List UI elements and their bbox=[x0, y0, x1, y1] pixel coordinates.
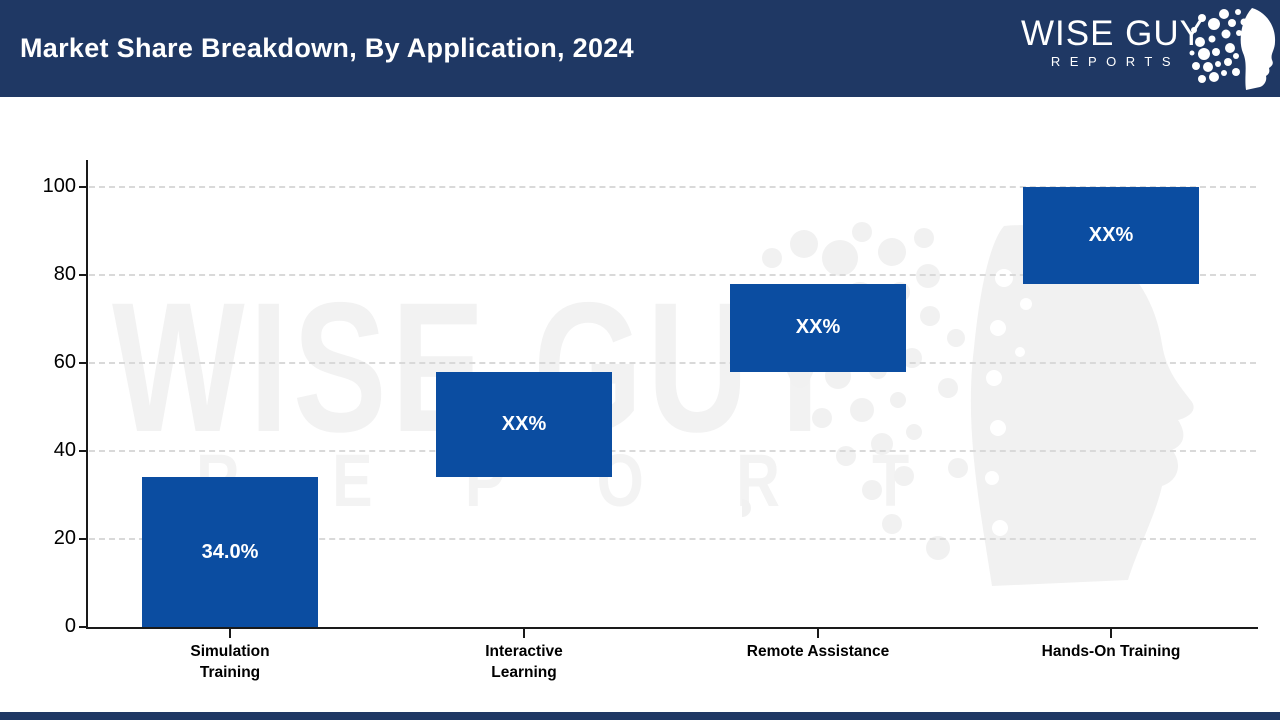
gridline-60 bbox=[89, 362, 1256, 364]
y-tick-mark-40 bbox=[79, 450, 88, 452]
y-tick-mark-100 bbox=[79, 186, 88, 188]
gridline-40 bbox=[89, 450, 1256, 452]
x-tick-mark-interactive-learning bbox=[523, 629, 525, 638]
x-axis-spine bbox=[86, 627, 1258, 629]
bar-interactive-learning: XX% bbox=[436, 371, 612, 478]
bar-value-label-hands-on-training: XX% bbox=[1088, 223, 1134, 246]
chart-title: Market Share Breakdown, By Application, … bbox=[20, 33, 634, 63]
bar-value-label-simulation-training: 34.0% bbox=[201, 540, 259, 563]
wise-guy-reports-logo: WISE GUY REPORTS bbox=[1010, 8, 1276, 90]
y-tick-mark-20 bbox=[79, 538, 88, 540]
y-tick-label-40: 40 bbox=[53, 439, 76, 461]
footer-bar bbox=[0, 712, 1280, 720]
gridline-80 bbox=[89, 274, 1256, 276]
bar-remote-assistance: XX% bbox=[730, 283, 906, 372]
y-axis-spine bbox=[86, 160, 88, 629]
bar-value-label-interactive-learning: XX% bbox=[501, 413, 547, 436]
x-tick-mark-simulation-training bbox=[229, 629, 231, 638]
plot-area: 0 20 40 60 80 100 34.0% Simulation Training XX% In… bbox=[0, 97, 1280, 712]
y-tick-mark-0 bbox=[79, 626, 88, 628]
bar-hands-on-training: XX% bbox=[1023, 187, 1199, 284]
bar-simulation-training: 34.0% bbox=[142, 477, 318, 627]
logo-subtitle: REPORTS bbox=[1050, 54, 1181, 69]
y-tick-label-100: 100 bbox=[42, 175, 76, 197]
header-bar: Market Share Breakdown, By Application, … bbox=[0, 0, 1280, 97]
y-tick-label-60: 60 bbox=[53, 351, 76, 373]
y-tick-label-20: 20 bbox=[53, 527, 76, 549]
x-tick-label-interactive-learning: Interactive Learning bbox=[485, 643, 563, 681]
gridline-100 bbox=[89, 186, 1256, 188]
logo-head-profile-icon bbox=[1189, 8, 1276, 90]
y-tick-label-80: 80 bbox=[53, 263, 76, 285]
logo-wordmark: WISE GUY bbox=[1020, 14, 1204, 53]
x-tick-label-remote-assistance: Remote Assistance bbox=[746, 643, 890, 660]
x-tick-mark-remote-assistance bbox=[817, 629, 819, 638]
y-tick-mark-60 bbox=[79, 362, 88, 364]
gridline-20 bbox=[89, 538, 1256, 540]
x-tick-mark-hands-on-training bbox=[1110, 629, 1112, 638]
x-tick-label-hands-on-training: Hands-On Training bbox=[1041, 643, 1181, 660]
x-tick-label-simulation-training: Simulation Training bbox=[190, 643, 270, 681]
y-tick-label-0: 0 bbox=[64, 615, 76, 637]
y-tick-mark-80 bbox=[79, 274, 88, 276]
logo-text: WISE GUY REPORTS bbox=[1020, 14, 1204, 70]
bar-value-label-remote-assistance: XX% bbox=[795, 316, 841, 339]
